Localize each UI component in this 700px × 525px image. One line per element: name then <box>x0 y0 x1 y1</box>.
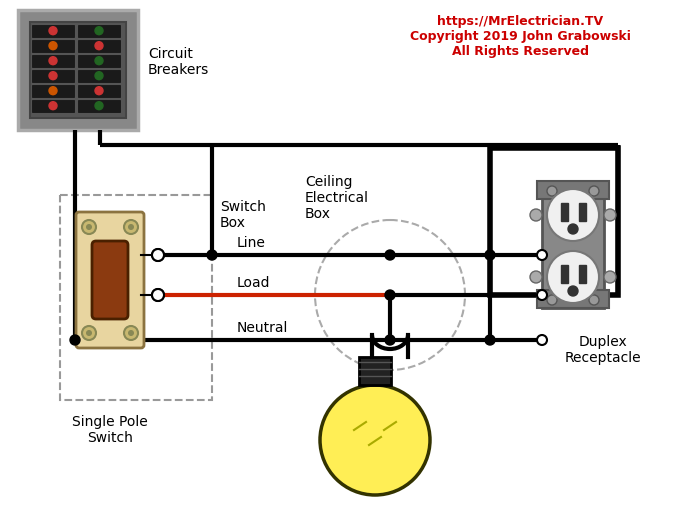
Text: Load: Load <box>237 276 270 290</box>
Circle shape <box>128 224 134 230</box>
FancyBboxPatch shape <box>78 55 120 67</box>
Circle shape <box>95 27 103 35</box>
Circle shape <box>568 286 578 296</box>
FancyBboxPatch shape <box>92 241 128 319</box>
Circle shape <box>530 271 542 283</box>
Circle shape <box>385 290 395 300</box>
FancyBboxPatch shape <box>78 70 120 82</box>
Text: Switch
Box: Switch Box <box>220 200 266 230</box>
Circle shape <box>547 251 599 303</box>
Circle shape <box>589 295 599 305</box>
FancyBboxPatch shape <box>32 85 74 97</box>
Circle shape <box>547 189 599 241</box>
Circle shape <box>385 250 395 260</box>
FancyBboxPatch shape <box>18 10 138 130</box>
Circle shape <box>485 250 495 260</box>
Circle shape <box>537 335 547 345</box>
Circle shape <box>207 250 217 260</box>
FancyBboxPatch shape <box>32 55 74 67</box>
Circle shape <box>385 335 395 345</box>
Circle shape <box>95 57 103 65</box>
Circle shape <box>124 220 138 234</box>
FancyBboxPatch shape <box>537 290 609 308</box>
Circle shape <box>152 289 164 301</box>
FancyBboxPatch shape <box>32 40 74 52</box>
FancyBboxPatch shape <box>561 203 568 221</box>
Text: Neutral: Neutral <box>237 321 288 335</box>
FancyBboxPatch shape <box>78 40 120 52</box>
Circle shape <box>547 186 557 196</box>
Circle shape <box>86 330 92 336</box>
Circle shape <box>49 87 57 94</box>
Circle shape <box>485 335 495 345</box>
Circle shape <box>537 250 547 260</box>
FancyBboxPatch shape <box>76 212 144 348</box>
Circle shape <box>49 102 57 110</box>
Circle shape <box>82 220 96 234</box>
Circle shape <box>537 290 547 300</box>
FancyBboxPatch shape <box>78 85 120 97</box>
Text: Single Pole
Switch: Single Pole Switch <box>72 415 148 445</box>
Text: Circuit
Breakers: Circuit Breakers <box>148 47 209 77</box>
Circle shape <box>124 326 138 340</box>
Circle shape <box>49 41 57 50</box>
Text: Ceiling
Electrical
Box: Ceiling Electrical Box <box>305 175 369 222</box>
Circle shape <box>604 209 616 221</box>
Circle shape <box>95 72 103 80</box>
FancyBboxPatch shape <box>359 357 391 385</box>
Circle shape <box>95 41 103 50</box>
Text: Line: Line <box>237 236 266 250</box>
Circle shape <box>49 72 57 80</box>
FancyBboxPatch shape <box>32 25 74 37</box>
Circle shape <box>568 224 578 234</box>
Circle shape <box>589 186 599 196</box>
Circle shape <box>49 57 57 65</box>
Circle shape <box>530 209 542 221</box>
Circle shape <box>152 249 164 261</box>
Circle shape <box>95 87 103 94</box>
Text: https://MrElectrician.TV
Copyright 2019 John Grabowski
All Rights Reserved: https://MrElectrician.TV Copyright 2019 … <box>410 15 631 58</box>
FancyBboxPatch shape <box>32 100 74 112</box>
Text: Duplex
Receptacle: Duplex Receptacle <box>565 335 641 365</box>
FancyBboxPatch shape <box>78 25 120 37</box>
Circle shape <box>547 295 557 305</box>
Circle shape <box>70 335 80 345</box>
Circle shape <box>82 326 96 340</box>
FancyBboxPatch shape <box>542 183 604 308</box>
Circle shape <box>86 224 92 230</box>
FancyBboxPatch shape <box>579 265 586 283</box>
Circle shape <box>152 249 164 261</box>
Circle shape <box>128 330 134 336</box>
Circle shape <box>320 385 430 495</box>
FancyBboxPatch shape <box>537 181 609 199</box>
FancyBboxPatch shape <box>32 70 74 82</box>
FancyBboxPatch shape <box>579 203 586 221</box>
Circle shape <box>604 271 616 283</box>
FancyBboxPatch shape <box>78 100 120 112</box>
FancyBboxPatch shape <box>30 22 126 118</box>
FancyBboxPatch shape <box>561 265 568 283</box>
Circle shape <box>49 27 57 35</box>
Circle shape <box>95 102 103 110</box>
Circle shape <box>152 289 164 301</box>
